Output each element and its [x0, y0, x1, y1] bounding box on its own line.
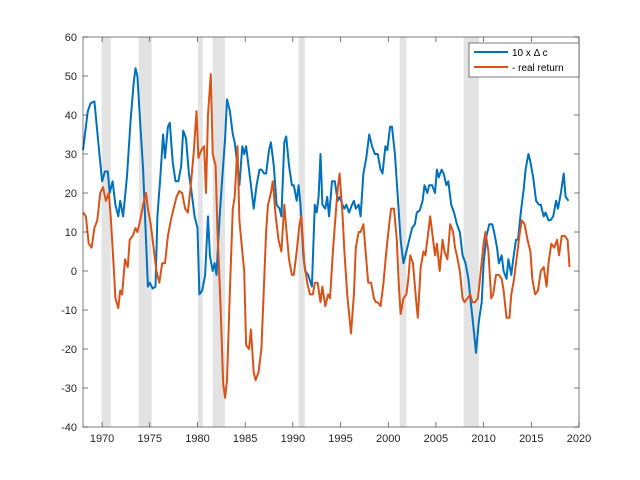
- x-tick-label: 2010: [471, 433, 495, 445]
- recession-band: [197, 37, 203, 427]
- y-tick-label: 10: [65, 227, 77, 239]
- x-tick-label: 2020: [567, 433, 591, 445]
- series-line-consumption-growth: [82, 67, 570, 354]
- x-tick-label: 1985: [233, 433, 257, 445]
- y-tick-label: 40: [65, 110, 77, 122]
- x-tick-label: 2015: [519, 433, 543, 445]
- y-axis: -40 -30 -20 -10 0 10 20 30 40 50 60: [61, 32, 579, 434]
- x-tick-label: 1975: [138, 433, 162, 445]
- x-tick-label: 1995: [328, 433, 352, 445]
- y-tick-label: -10: [61, 305, 77, 317]
- x-axis: 1970 1975 1980 1985 1990 1995 2000 2005 2010 2015…: [90, 37, 591, 445]
- y-tick-label: 60: [65, 32, 77, 44]
- series-line-real-return: [82, 73, 571, 399]
- x-tick-label: 1990: [281, 433, 305, 445]
- y-tick-label: 0: [71, 266, 77, 278]
- legend-label-real-return: - real return: [512, 63, 564, 74]
- recession-band: [101, 37, 111, 427]
- recession-band: [399, 37, 407, 427]
- recession-band: [463, 37, 479, 427]
- y-tick-label: -40: [61, 422, 77, 434]
- x-tick-label: 1970: [90, 433, 114, 445]
- legend: 10 x Δ c - real return: [468, 42, 580, 78]
- y-tick-label: 30: [65, 149, 77, 161]
- x-tick-label: 2000: [376, 433, 400, 445]
- legend-box: [468, 42, 580, 78]
- x-tick-label: 2005: [424, 433, 448, 445]
- series-lines-group: [82, 67, 571, 399]
- legend-label-consumption: 10 x Δ c: [512, 48, 548, 59]
- y-tick-label: 20: [65, 188, 77, 200]
- y-tick-label: -20: [61, 344, 77, 356]
- y-tick-label: 50: [65, 71, 77, 83]
- x-tick-label: 1980: [185, 433, 209, 445]
- y-tick-label: -30: [61, 383, 77, 395]
